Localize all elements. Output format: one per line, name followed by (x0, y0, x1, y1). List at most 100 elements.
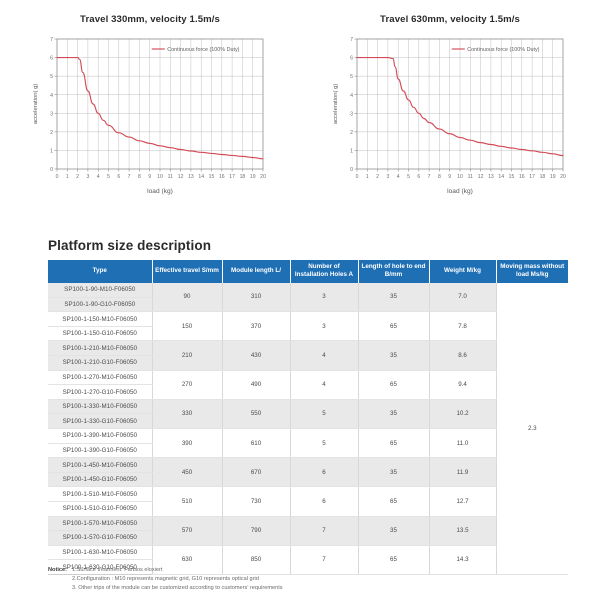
svg-text:acceleration( g): acceleration( g) (33, 84, 39, 125)
table-row: SP100-1-210-M10-F06050 210 430 4 35 8.6 (48, 340, 568, 371)
cell-type: SP100-1-270-G10-F06050 (48, 384, 153, 400)
svg-text:17: 17 (229, 174, 235, 180)
cell-installation-holes: 7 (290, 545, 359, 575)
table-row: SP100-1-570-M10-F06050 570 790 7 35 13.5 (48, 516, 568, 546)
cell-effective-travel: 90 (152, 282, 223, 313)
svg-text:load (kg): load (kg) (147, 188, 173, 195)
cell-type: SP100-1-630-M10-F06050 (48, 545, 153, 561)
notice-label: Notice: (48, 567, 67, 573)
svg-text:8: 8 (438, 174, 441, 180)
platform-size-table: Type Effective travel S/mm Module length… (48, 260, 568, 575)
cell-installation-holes: 6 (290, 486, 359, 517)
cell-module-length: 550 (222, 399, 291, 430)
table-row: SP100-1-330-G10-F06050 (48, 413, 568, 430)
svg-text:18: 18 (540, 174, 546, 180)
notice-item: 3. Other trips of the module can be cust… (71, 585, 283, 592)
svg-text:9: 9 (148, 174, 151, 180)
table-row: SP100-1-90-G10-F06050 (48, 297, 568, 313)
cell-weight: 7.8 (429, 311, 497, 342)
svg-text:9: 9 (448, 174, 451, 180)
cell-installation-holes: 3 (290, 282, 359, 313)
cell-weight: 10.2 (429, 399, 497, 430)
cell-hole-to-end: 35 (358, 399, 430, 430)
table-row: SP100-1-390-G10-F06050 (48, 443, 568, 459)
cell-module-length: 310 (222, 282, 291, 313)
cell-type: SP100-1-510-G10-F06050 (48, 501, 153, 517)
col-type: Type (48, 260, 153, 283)
svg-text:Continuous force (100% Duty): Continuous force (100% Duty) (467, 47, 539, 53)
svg-text:6: 6 (50, 56, 53, 62)
cell-type: SP100-1-390-M10-F06050 (48, 428, 153, 444)
cell-module-length: 730 (222, 486, 291, 517)
col-installation-holes: Number of Installation Holes A (290, 260, 359, 283)
svg-text:1: 1 (350, 149, 353, 155)
col-moving-mass: Moving mass without load Ms/kg (496, 260, 568, 283)
svg-text:12: 12 (478, 174, 484, 180)
svg-text:14: 14 (498, 174, 504, 180)
svg-text:4: 4 (397, 174, 400, 180)
cell-hole-to-end: 65 (358, 545, 430, 575)
cell-type: SP100-1-90-M10-F06050 (48, 282, 153, 298)
cell-weight: 14.3 (429, 545, 497, 575)
cell-hole-to-end: 65 (358, 370, 430, 400)
svg-text:10: 10 (457, 174, 463, 180)
cell-installation-holes: 3 (290, 311, 359, 342)
table-body: SP100-1-90-M10-F06050 90 310 3 35 7.0 2.3 SP100… (48, 282, 568, 575)
table-row: SP100-1-450-M10-F06050 450 670 6 35 11.9 (48, 457, 568, 488)
col-module-length: Module length L/ (222, 260, 291, 283)
table-row: SP100-1-390-M10-F06050 390 610 5 65 11.0 (48, 428, 568, 459)
notice-list: 1.Surface treatment: Farblos eloxiert 2.C… (72, 566, 283, 593)
svg-text:4: 4 (350, 93, 353, 99)
svg-text:6: 6 (117, 174, 120, 180)
svg-text:19: 19 (550, 174, 556, 180)
svg-text:0: 0 (56, 174, 59, 180)
cell-type: SP100-1-150-G10-F06050 (48, 326, 153, 342)
svg-text:15: 15 (209, 174, 215, 180)
notice-item: 1.Surface treatment: Farblos eloxiert (71, 567, 163, 573)
cell-type: SP100-1-510-M10-F06050 (48, 486, 153, 502)
cell-weight: 7.0 (429, 282, 497, 313)
table-row: SP100-1-270-M10-F06050 270 490 4 65 9.4 (48, 370, 568, 400)
col-hole-to-end: Length of hole to end B/mm (358, 260, 430, 283)
cell-effective-travel: 630 (152, 545, 223, 575)
svg-text:2: 2 (376, 174, 379, 180)
cell-module-length: 850 (222, 545, 291, 575)
cell-hole-to-end: 35 (358, 516, 430, 546)
cell-type: SP100-1-450-G10-F06050 (48, 472, 153, 488)
svg-text:1: 1 (50, 149, 53, 155)
cell-type: SP100-1-90-G10-F06050 (48, 297, 153, 313)
svg-text:5: 5 (107, 174, 110, 180)
table-row: SP100-1-150-M10-F06050 150 370 3 65 7.8 (48, 311, 568, 342)
cell-type: SP100-1-150-M10-F06050 (48, 311, 153, 327)
chart-plot-area: 0 1 2 3 4 5 6 7 0 1 2 3 4 5 6 7 8 9 10 11 12 13 14 15 16 17 18 19 20… (329, 29, 571, 199)
svg-text:0: 0 (356, 174, 359, 180)
cell-type: SP100-1-210-M10-F06050 (48, 340, 153, 357)
table-header-row: Type Effective travel S/mm Module length… (48, 260, 568, 283)
table-row: SP100-1-510-G10-F06050 (48, 501, 568, 517)
cell-hole-to-end: 65 (358, 311, 430, 342)
svg-text:load (kg): load (kg) (447, 188, 473, 195)
cell-type: SP100-1-330-M10-F06050 (48, 399, 153, 415)
svg-text:acceleration( g): acceleration( g) (333, 84, 339, 125)
cell-weight: 12.7 (429, 486, 497, 517)
table-row: SP100-1-90-M10-F06050 90 310 3 35 7.0 2.3 (48, 282, 568, 575)
cell-type: SP100-1-270-M10-F06050 (48, 370, 153, 386)
cell-hole-to-end: 35 (358, 282, 430, 313)
svg-text:5: 5 (407, 174, 410, 180)
svg-text:0: 0 (50, 167, 53, 173)
table-row: SP100-1-150-G10-F06050 (48, 326, 568, 342)
cell-effective-travel: 150 (152, 311, 223, 342)
svg-text:1: 1 (366, 174, 369, 180)
cell-weight: 13.5 (429, 516, 497, 546)
svg-text:5: 5 (50, 74, 53, 80)
notice-item: 2.Configuration : M10 represents magneti… (71, 576, 259, 583)
svg-text:2: 2 (350, 130, 353, 136)
cell-effective-travel: 210 (152, 340, 223, 371)
cell-moving-mass: 2.3 (496, 282, 568, 575)
svg-text:4: 4 (97, 174, 100, 180)
svg-text:17: 17 (529, 174, 535, 180)
col-weight: Weight M/kg (429, 260, 497, 283)
